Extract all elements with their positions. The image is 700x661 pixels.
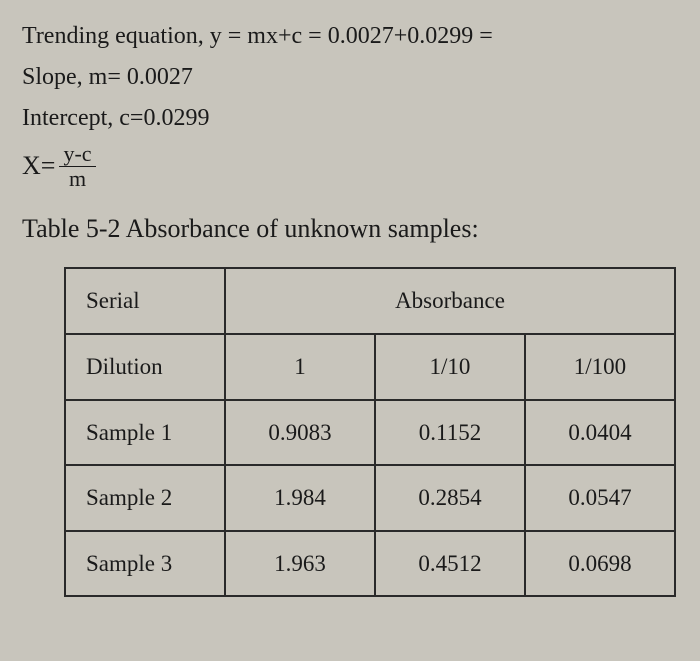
table-row: Dilution 1 1/10 1/100 — [65, 334, 675, 400]
fraction-numerator: y-c — [59, 142, 95, 167]
cell-value: 0.1152 — [375, 400, 525, 466]
table-row: Serial Absorbance — [65, 268, 675, 334]
sample-label: Sample 2 — [65, 465, 225, 531]
table-caption: Table 5-2 Absorbance of unknown samples: — [22, 209, 678, 249]
equation-slope: Slope, m= 0.0027 — [22, 59, 678, 96]
dilution-col-2: 1/10 — [375, 334, 525, 400]
x-prefix: X= — [22, 146, 55, 186]
sample-label: Sample 3 — [65, 531, 225, 597]
dilution-col-1: 1 — [225, 334, 375, 400]
cell-value: 0.0698 — [525, 531, 675, 597]
cell-value: 0.2854 — [375, 465, 525, 531]
cell-value: 0.4512 — [375, 531, 525, 597]
equation-intercept: Intercept, c=0.0299 — [22, 100, 678, 137]
fraction: y-cm — [59, 142, 95, 191]
header-serial: Serial — [65, 268, 225, 334]
equation-x-formula: X=y-cm — [22, 142, 678, 191]
cell-value: 1.963 — [225, 531, 375, 597]
fraction-denominator: m — [59, 167, 95, 191]
header-absorbance: Absorbance — [225, 268, 675, 334]
sample-label: Sample 1 — [65, 400, 225, 466]
cell-value: 0.0547 — [525, 465, 675, 531]
table-row: Sample 2 1.984 0.2854 0.0547 — [65, 465, 675, 531]
dilution-col-3: 1/100 — [525, 334, 675, 400]
cell-value: 0.0404 — [525, 400, 675, 466]
cell-value: 1.984 — [225, 465, 375, 531]
table-row: Sample 1 0.9083 0.1152 0.0404 — [65, 400, 675, 466]
dilution-label: Dilution — [65, 334, 225, 400]
absorbance-table: Serial Absorbance Dilution 1 1/10 1/100 … — [64, 267, 676, 597]
equation-trending: Trending equation, y = mx+c = 0.0027+0.0… — [22, 18, 678, 55]
table-row: Sample 3 1.963 0.4512 0.0698 — [65, 531, 675, 597]
cell-value: 0.9083 — [225, 400, 375, 466]
